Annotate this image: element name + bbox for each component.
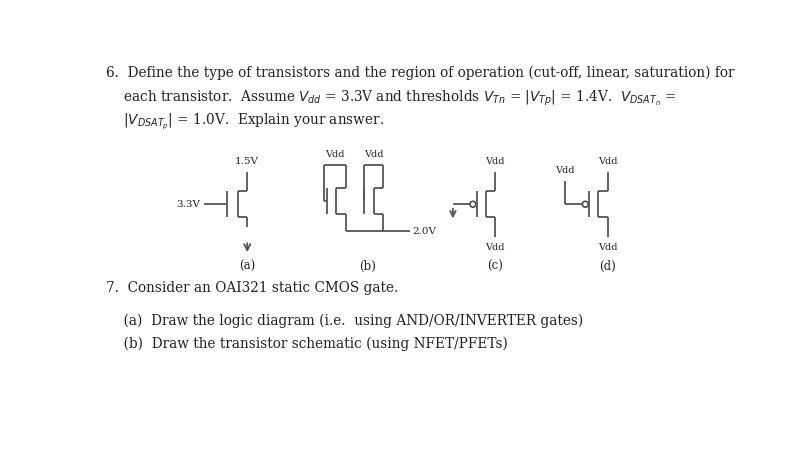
- Text: (c): (c): [487, 260, 503, 274]
- Text: 1.5V: 1.5V: [235, 157, 259, 166]
- Text: (d): (d): [599, 260, 616, 274]
- Text: (a)  Draw the logic diagram (i.e.  using AND/OR/INVERTER gates): (a) Draw the logic diagram (i.e. using A…: [106, 313, 583, 328]
- Text: $|V_{DSAT_p}|$ = 1.0V.  Explain your answer.: $|V_{DSAT_p}|$ = 1.0V. Explain your answ…: [106, 112, 384, 132]
- Text: Vdd: Vdd: [486, 243, 505, 252]
- Text: Vdd: Vdd: [325, 150, 345, 159]
- Text: 7.  Consider an OAI321 static CMOS gate.: 7. Consider an OAI321 static CMOS gate.: [106, 281, 398, 295]
- Text: (b)  Draw the transistor schematic (using NFET/PFETs): (b) Draw the transistor schematic (using…: [106, 337, 508, 351]
- Text: (b): (b): [359, 260, 376, 274]
- Text: Vdd: Vdd: [364, 150, 383, 159]
- Text: 6.  Define the type of transistors and the region of operation (cut-off, linear,: 6. Define the type of transistors and th…: [106, 66, 734, 80]
- Text: Vdd: Vdd: [598, 243, 618, 252]
- Text: Vdd: Vdd: [555, 166, 575, 175]
- Text: each transistor.  Assume $V_{dd}$ = 3.3V and thresholds $V_{Tn}$ = $|V_{Tp}|$ = : each transistor. Assume $V_{dd}$ = 3.3V …: [106, 89, 677, 108]
- Text: (a): (a): [239, 260, 255, 274]
- Text: Vdd: Vdd: [486, 157, 505, 166]
- Text: 3.3V: 3.3V: [176, 200, 200, 209]
- Text: Vdd: Vdd: [598, 157, 618, 166]
- Text: 2.0V: 2.0V: [412, 227, 436, 235]
